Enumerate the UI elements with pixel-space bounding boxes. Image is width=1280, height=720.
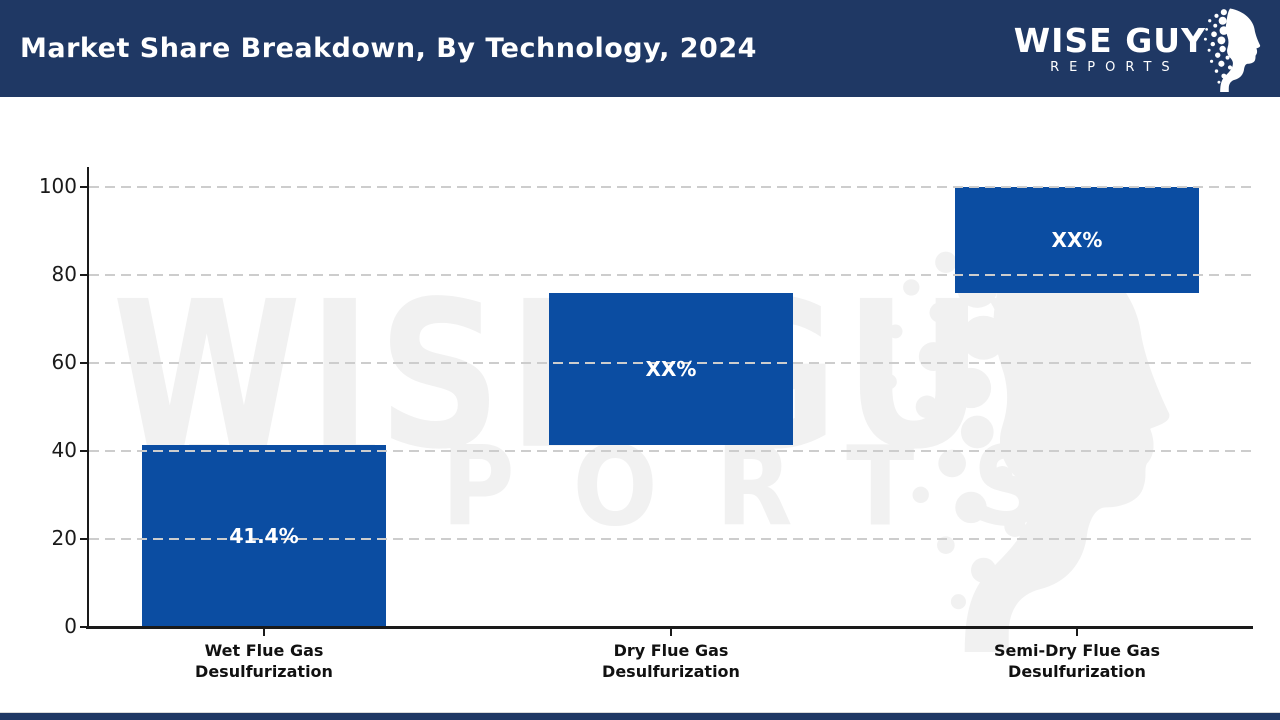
bar-value-label: 41.4%: [229, 523, 299, 548]
page-title: Market Share Breakdown, By Technology, 2…: [20, 33, 757, 64]
dotted-head-icon: [1190, 6, 1270, 92]
footer-divider: [0, 712, 1280, 713]
x-category-label-line: Wet Flue Gas: [204, 641, 324, 660]
wise-guy-logo: WISE GUY REPORTS: [1014, 4, 1270, 94]
bar-value-label: XX%: [645, 356, 697, 381]
y-axis-line: [87, 167, 89, 629]
y-tick-label: 100: [38, 174, 77, 198]
header-bar: Market Share Breakdown, By Technology, 2…: [0, 0, 1280, 97]
y-tick-mark: [80, 450, 87, 452]
x-tick-mark: [670, 629, 672, 636]
x-category-label-line: Semi-Dry Flue Gas: [993, 641, 1161, 660]
logo-wordmark: WISE GUY: [1013, 20, 1206, 60]
y-tick-mark: [80, 362, 87, 364]
bar-segment: [142, 444, 386, 627]
chart-area: WISE GUY REPORTS 0 20 40 60 80 100 41.4% Wet Fl…: [0, 97, 1280, 713]
y-tick-mark: [80, 538, 87, 540]
x-category-label: Semi-Dry Flue Gas Desulfurization: [927, 640, 1227, 682]
x-category-label-line: Desulfurization: [195, 662, 333, 681]
y-tick-label: 0: [64, 614, 77, 638]
y-tick-label: 20: [51, 526, 77, 550]
x-category-label-line: Dry Flue Gas: [613, 641, 729, 660]
gridline: [89, 362, 1252, 364]
y-tick-mark: [80, 274, 87, 276]
y-tick-label: 80: [51, 262, 77, 286]
bar-value-label: XX%: [1051, 228, 1103, 253]
y-tick-label: 60: [51, 350, 77, 374]
logo-subtitle: REPORTS: [1050, 59, 1180, 75]
gridline: [89, 538, 1252, 540]
x-tick-mark: [263, 629, 265, 636]
x-category-label: Wet Flue Gas Desulfurization: [114, 640, 414, 682]
y-tick-mark: [80, 186, 87, 188]
y-tick-mark: [80, 626, 87, 628]
x-axis-line: [86, 626, 1253, 629]
gridline: [89, 186, 1252, 188]
y-tick-label: 40: [51, 438, 77, 462]
x-category-label-line: Desulfurization: [1008, 662, 1146, 681]
logo-text: WISE GUY REPORTS: [1013, 20, 1206, 75]
bar-segment: [549, 293, 793, 445]
x-category-label: Dry Flue Gas Desulfurization: [521, 640, 821, 682]
x-category-label-line: Desulfurization: [602, 662, 740, 681]
x-tick-mark: [1076, 629, 1078, 636]
footer-bar: [0, 713, 1280, 720]
gridline: [89, 450, 1252, 452]
gridline: [89, 274, 1252, 276]
